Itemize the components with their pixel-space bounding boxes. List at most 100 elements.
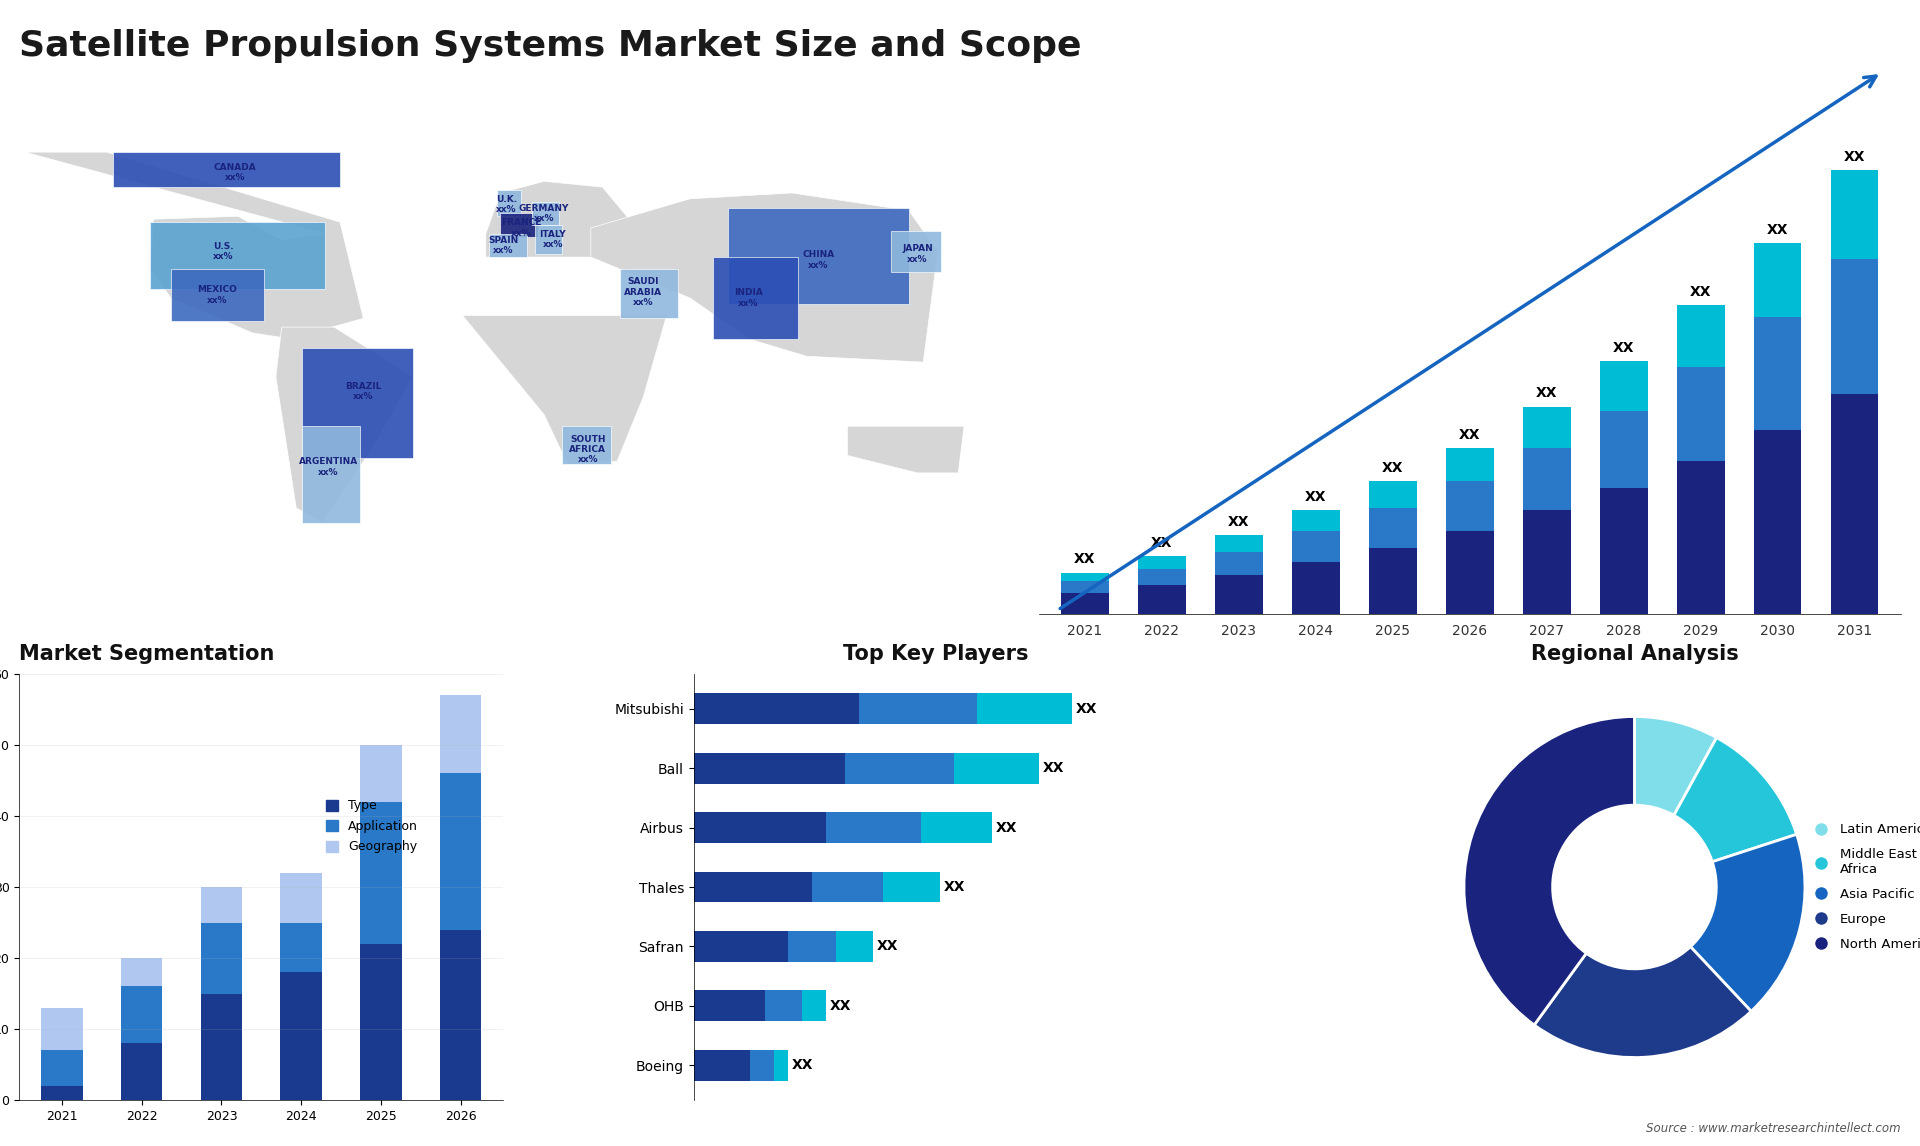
Wedge shape xyxy=(1534,947,1751,1058)
Text: XX: XX xyxy=(1073,552,1096,566)
Text: XX: XX xyxy=(1690,285,1711,299)
Text: XX: XX xyxy=(829,999,851,1013)
Text: XX: XX xyxy=(1766,222,1788,236)
Polygon shape xyxy=(490,234,526,257)
Bar xyxy=(280,873,323,923)
Polygon shape xyxy=(276,327,413,523)
Bar xyxy=(883,872,939,903)
Bar xyxy=(693,931,789,961)
Text: XX: XX xyxy=(1150,536,1173,550)
Bar xyxy=(1676,305,1724,367)
Bar xyxy=(1369,481,1417,509)
Bar xyxy=(280,972,323,1100)
Polygon shape xyxy=(486,181,632,257)
Bar xyxy=(764,990,803,1021)
Bar xyxy=(812,872,883,903)
Text: XX: XX xyxy=(1306,490,1327,504)
Title: Regional Analysis: Regional Analysis xyxy=(1530,644,1738,664)
Bar xyxy=(1832,170,1878,259)
Text: ITALY
xx%: ITALY xx% xyxy=(540,230,566,250)
Polygon shape xyxy=(563,426,611,464)
Polygon shape xyxy=(847,426,964,473)
Text: XX: XX xyxy=(877,940,899,953)
Polygon shape xyxy=(463,315,666,464)
Text: XX: XX xyxy=(1613,340,1634,355)
Bar xyxy=(280,923,323,972)
Wedge shape xyxy=(1634,716,1716,815)
Bar xyxy=(1832,394,1878,614)
Bar xyxy=(1753,430,1801,614)
Text: SPAIN
xx%: SPAIN xx% xyxy=(488,236,518,256)
Bar xyxy=(1369,548,1417,614)
Text: XX: XX xyxy=(1382,461,1404,476)
Bar xyxy=(1292,563,1340,614)
Wedge shape xyxy=(1674,738,1797,862)
Bar xyxy=(1215,552,1263,575)
Legend: Type, Application, Geography: Type, Application, Geography xyxy=(326,800,419,854)
Bar xyxy=(693,872,812,903)
Bar xyxy=(1832,259,1878,394)
Bar xyxy=(1523,448,1571,510)
Polygon shape xyxy=(150,222,324,289)
Bar xyxy=(361,802,401,944)
Bar xyxy=(693,813,826,843)
Text: XX: XX xyxy=(1075,701,1096,716)
Bar xyxy=(202,923,242,994)
Text: BRAZIL
xx%: BRAZIL xx% xyxy=(346,382,382,401)
Bar xyxy=(774,1050,789,1081)
Text: Source : www.marketresearchintellect.com: Source : www.marketresearchintellect.com xyxy=(1645,1122,1901,1135)
Bar xyxy=(1139,568,1187,586)
Bar xyxy=(835,931,874,961)
Polygon shape xyxy=(714,257,799,339)
Legend: Latin America, Middle East &
Africa, Asia Pacific, Europe, North America: Latin America, Middle East & Africa, Asi… xyxy=(1803,818,1920,956)
Bar xyxy=(858,693,977,724)
Wedge shape xyxy=(1463,716,1634,1025)
Bar xyxy=(361,944,401,1100)
Bar xyxy=(1139,586,1187,614)
Polygon shape xyxy=(25,152,363,339)
Text: XX: XX xyxy=(995,821,1018,834)
Bar xyxy=(1599,411,1647,488)
Bar xyxy=(202,887,242,923)
Bar xyxy=(1446,448,1494,481)
Bar xyxy=(1676,461,1724,614)
Text: CHINA
xx%: CHINA xx% xyxy=(803,250,835,269)
Bar xyxy=(826,813,922,843)
Polygon shape xyxy=(501,213,538,237)
Bar xyxy=(1446,481,1494,532)
Bar xyxy=(1062,573,1108,581)
Bar xyxy=(1215,535,1263,552)
Text: XX: XX xyxy=(1459,427,1480,442)
Bar xyxy=(693,693,858,724)
Bar xyxy=(922,813,991,843)
Bar xyxy=(1523,407,1571,448)
Bar xyxy=(1062,581,1108,594)
Bar xyxy=(1215,575,1263,614)
Text: XX: XX xyxy=(1536,386,1557,400)
Bar xyxy=(1599,361,1647,411)
Polygon shape xyxy=(301,347,413,458)
Text: GERMANY
xx%: GERMANY xx% xyxy=(518,204,570,223)
Bar xyxy=(803,990,826,1021)
Polygon shape xyxy=(497,190,520,217)
Bar xyxy=(954,753,1039,784)
Bar xyxy=(1369,509,1417,548)
Polygon shape xyxy=(113,152,340,187)
Bar xyxy=(121,1043,163,1100)
Bar xyxy=(1292,510,1340,532)
Bar xyxy=(693,1050,751,1081)
Text: JAPAN
xx%: JAPAN xx% xyxy=(902,244,933,264)
Polygon shape xyxy=(620,269,678,319)
Text: SOUTH
AFRICA
xx%: SOUTH AFRICA xx% xyxy=(570,434,607,464)
Text: FRANCE
xx%: FRANCE xx% xyxy=(501,218,541,237)
Text: XX: XX xyxy=(793,1058,814,1073)
Text: XX: XX xyxy=(943,880,966,894)
Bar xyxy=(40,1086,83,1100)
Text: ARGENTINA
xx%: ARGENTINA xx% xyxy=(300,457,357,477)
Bar xyxy=(1599,488,1647,614)
Bar xyxy=(751,1050,774,1081)
Text: Market Segmentation: Market Segmentation xyxy=(19,644,275,664)
Bar xyxy=(440,696,482,774)
Bar xyxy=(789,931,835,961)
Bar xyxy=(1753,243,1801,317)
